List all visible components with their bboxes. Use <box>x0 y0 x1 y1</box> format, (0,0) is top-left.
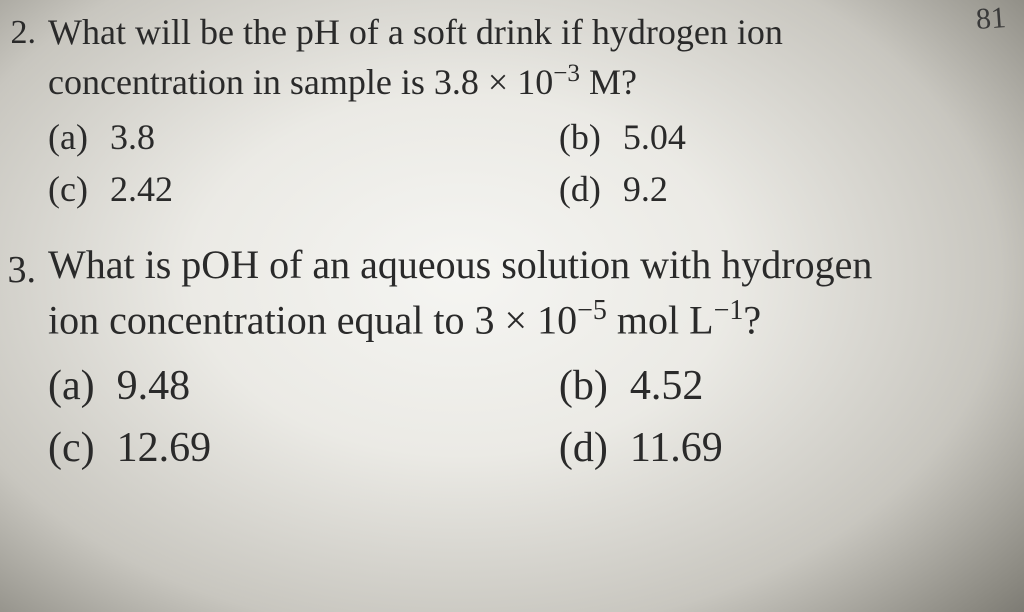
q2-option-a: (a) 3.8 <box>48 116 559 158</box>
q2-line1: What will be the pH of a soft drink if h… <box>48 12 783 52</box>
q3-d-label: (d) <box>559 425 608 471</box>
question-2-number: 2. <box>0 8 48 52</box>
q2-b-label: (b) <box>559 117 601 157</box>
q3-line2a: ion concentration equal to 3 × 10 <box>48 298 577 343</box>
q2-d-value: 9.2 <box>623 169 668 209</box>
q2-a-label: (a) <box>48 117 88 157</box>
question-3-body: What is pOH of an aqueous solution with … <box>48 238 994 471</box>
q2-line2b: M? <box>580 62 637 102</box>
q3-option-c: (c) 12.69 <box>48 424 559 472</box>
page: 81 2. What will be the pH of a soft drin… <box>0 0 1024 612</box>
page-corner-number: 81 <box>975 1 1007 37</box>
q3-b-value: 4.52 <box>630 363 704 409</box>
q3-b-label: (b) <box>559 363 608 409</box>
question-3: 3. What is pOH of an aqueous solution wi… <box>0 238 994 471</box>
q3-c-value: 12.69 <box>117 425 212 471</box>
q2-option-row-2: (c) 2.42 (d) 9.2 <box>48 168 994 210</box>
q3-a-value: 9.48 <box>117 363 191 409</box>
q3-line2b: mol L <box>607 298 714 343</box>
q3-exp2: −1 <box>714 295 744 326</box>
question-2-body: What will be the pH of a soft drink if h… <box>48 8 994 210</box>
q3-d-value: 11.69 <box>630 425 723 471</box>
q2-line2a: concentration in sample is 3.8 × 10 <box>48 62 553 102</box>
q2-option-b: (b) 5.04 <box>559 116 994 158</box>
question-2: 2. What will be the pH of a soft drink i… <box>0 8 994 210</box>
q3-c-label: (c) <box>48 425 95 471</box>
q3-option-a: (a) 9.48 <box>48 362 559 410</box>
q2-a-value: 3.8 <box>110 117 155 157</box>
q2-b-value: 5.04 <box>623 117 686 157</box>
question-3-number: 3. <box>0 238 48 292</box>
q2-c-label: (c) <box>48 169 88 209</box>
q2-d-label: (d) <box>559 169 601 209</box>
q2-option-d: (d) 9.2 <box>559 168 994 210</box>
q3-option-row-1: (a) 9.48 (b) 4.52 <box>48 362 994 410</box>
q3-option-d: (d) 11.69 <box>559 424 994 472</box>
q2-option-c: (c) 2.42 <box>48 168 559 210</box>
q3-option-row-2: (c) 12.69 (d) 11.69 <box>48 424 994 472</box>
q3-option-b: (b) 4.52 <box>559 362 994 410</box>
q2-c-value: 2.42 <box>110 169 173 209</box>
q3-a-label: (a) <box>48 363 95 409</box>
q3-exp1: −5 <box>577 295 607 326</box>
q3-line2c: ? <box>743 298 761 343</box>
q3-line1: What is pOH of an aqueous solution with … <box>48 242 872 287</box>
q2-option-row-1: (a) 3.8 (b) 5.04 <box>48 116 994 158</box>
q2-exp: −3 <box>553 60 580 87</box>
question-2-text: What will be the pH of a soft drink if h… <box>48 8 994 106</box>
question-3-text: What is pOH of an aqueous solution with … <box>48 238 994 347</box>
